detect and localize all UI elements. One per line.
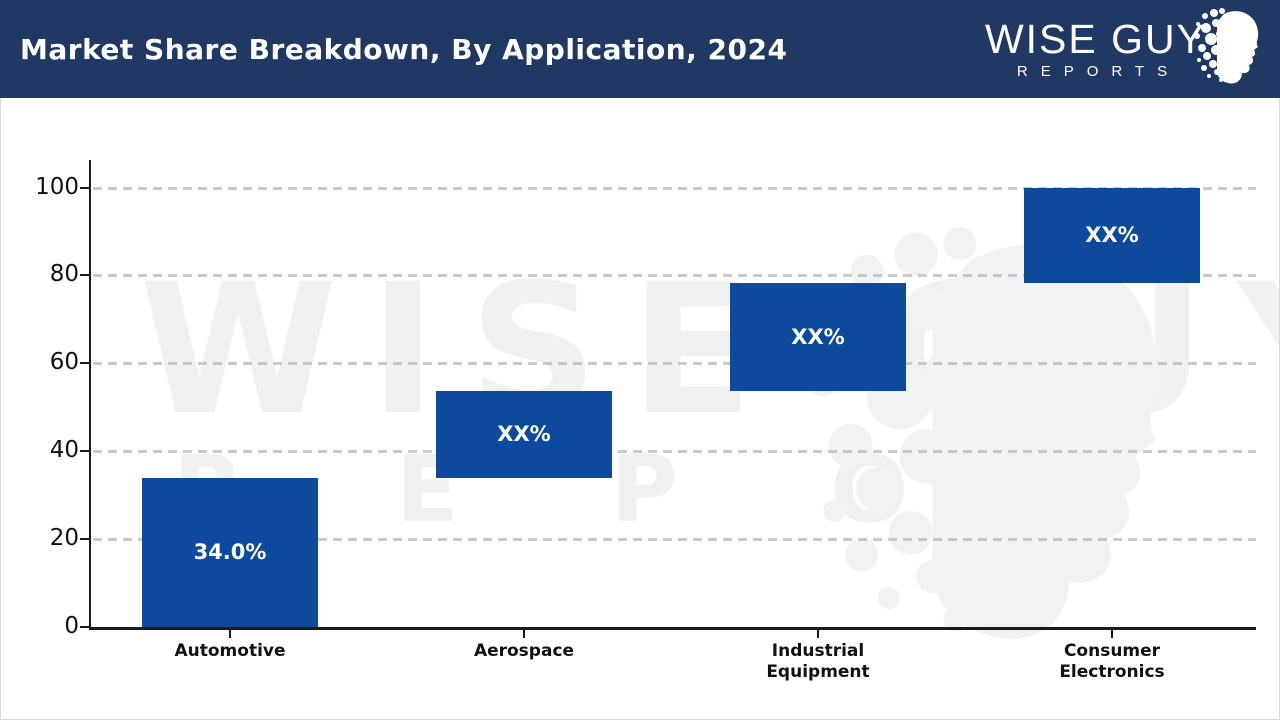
y-tick-mark	[80, 186, 91, 189]
x-tick-mark	[523, 630, 525, 638]
logo-wordmark: WISE GUY	[984, 16, 1206, 62]
plot-area: 0 20 40 60 80 100 34.0% Automotive XX% Aerospace X…	[1, 98, 1279, 719]
x-tick-mark	[1111, 630, 1113, 638]
gridline	[93, 538, 1256, 542]
x-axis-spine	[89, 627, 1256, 630]
y-tick-label: 60	[49, 349, 79, 376]
logo-text: WISE GUY REPORTS	[984, 16, 1206, 80]
y-tick-label: 40	[49, 437, 79, 464]
bar: XX%	[1024, 187, 1200, 284]
y-tick-mark	[80, 626, 91, 628]
logo-head-icon	[1194, 8, 1259, 84]
x-tick-mark	[229, 630, 231, 638]
page-title: Market Share Breakdown, By Application, …	[20, 32, 788, 66]
bar-value-label: XX%	[1085, 223, 1139, 248]
y-tick-mark	[80, 362, 91, 365]
y-tick-mark	[80, 450, 91, 453]
x-tick-mark	[817, 630, 819, 638]
bar: XX%	[436, 390, 612, 478]
gridline	[93, 274, 1256, 278]
y-tick-label: 20	[49, 525, 79, 552]
x-category-label: Consumer Electronics	[1059, 641, 1165, 682]
y-axis-spine	[89, 160, 91, 629]
gridline	[93, 362, 1256, 366]
x-category-label: Industrial Equipment	[766, 641, 870, 682]
y-tick-label: 80	[49, 261, 79, 288]
x-category-label: Aerospace	[473, 641, 575, 661]
bar: XX%	[730, 283, 906, 391]
gridline	[93, 450, 1256, 454]
y-tick-label: 100	[35, 173, 79, 200]
bar-value-label: XX%	[791, 325, 845, 350]
y-tick-label: 0	[64, 613, 79, 639]
bar-value-label: XX%	[497, 422, 551, 447]
wiseguy-logo: WISE GUY REPORTS	[985, 6, 1266, 92]
y-tick-mark	[80, 274, 91, 277]
header: Market Share Breakdown, By Application, …	[0, 0, 1280, 98]
gridline	[93, 186, 1256, 190]
x-category-label: Automotive	[174, 641, 286, 661]
y-tick-mark	[80, 538, 91, 541]
bar-value-label: 34.0%	[193, 540, 267, 565]
chart-area: WISE GUY R E P O R T S 02040608010034.0%…	[0, 98, 1280, 720]
bar: 34.0%	[142, 477, 318, 627]
logo-subtitle: REPORTS	[1016, 63, 1181, 80]
